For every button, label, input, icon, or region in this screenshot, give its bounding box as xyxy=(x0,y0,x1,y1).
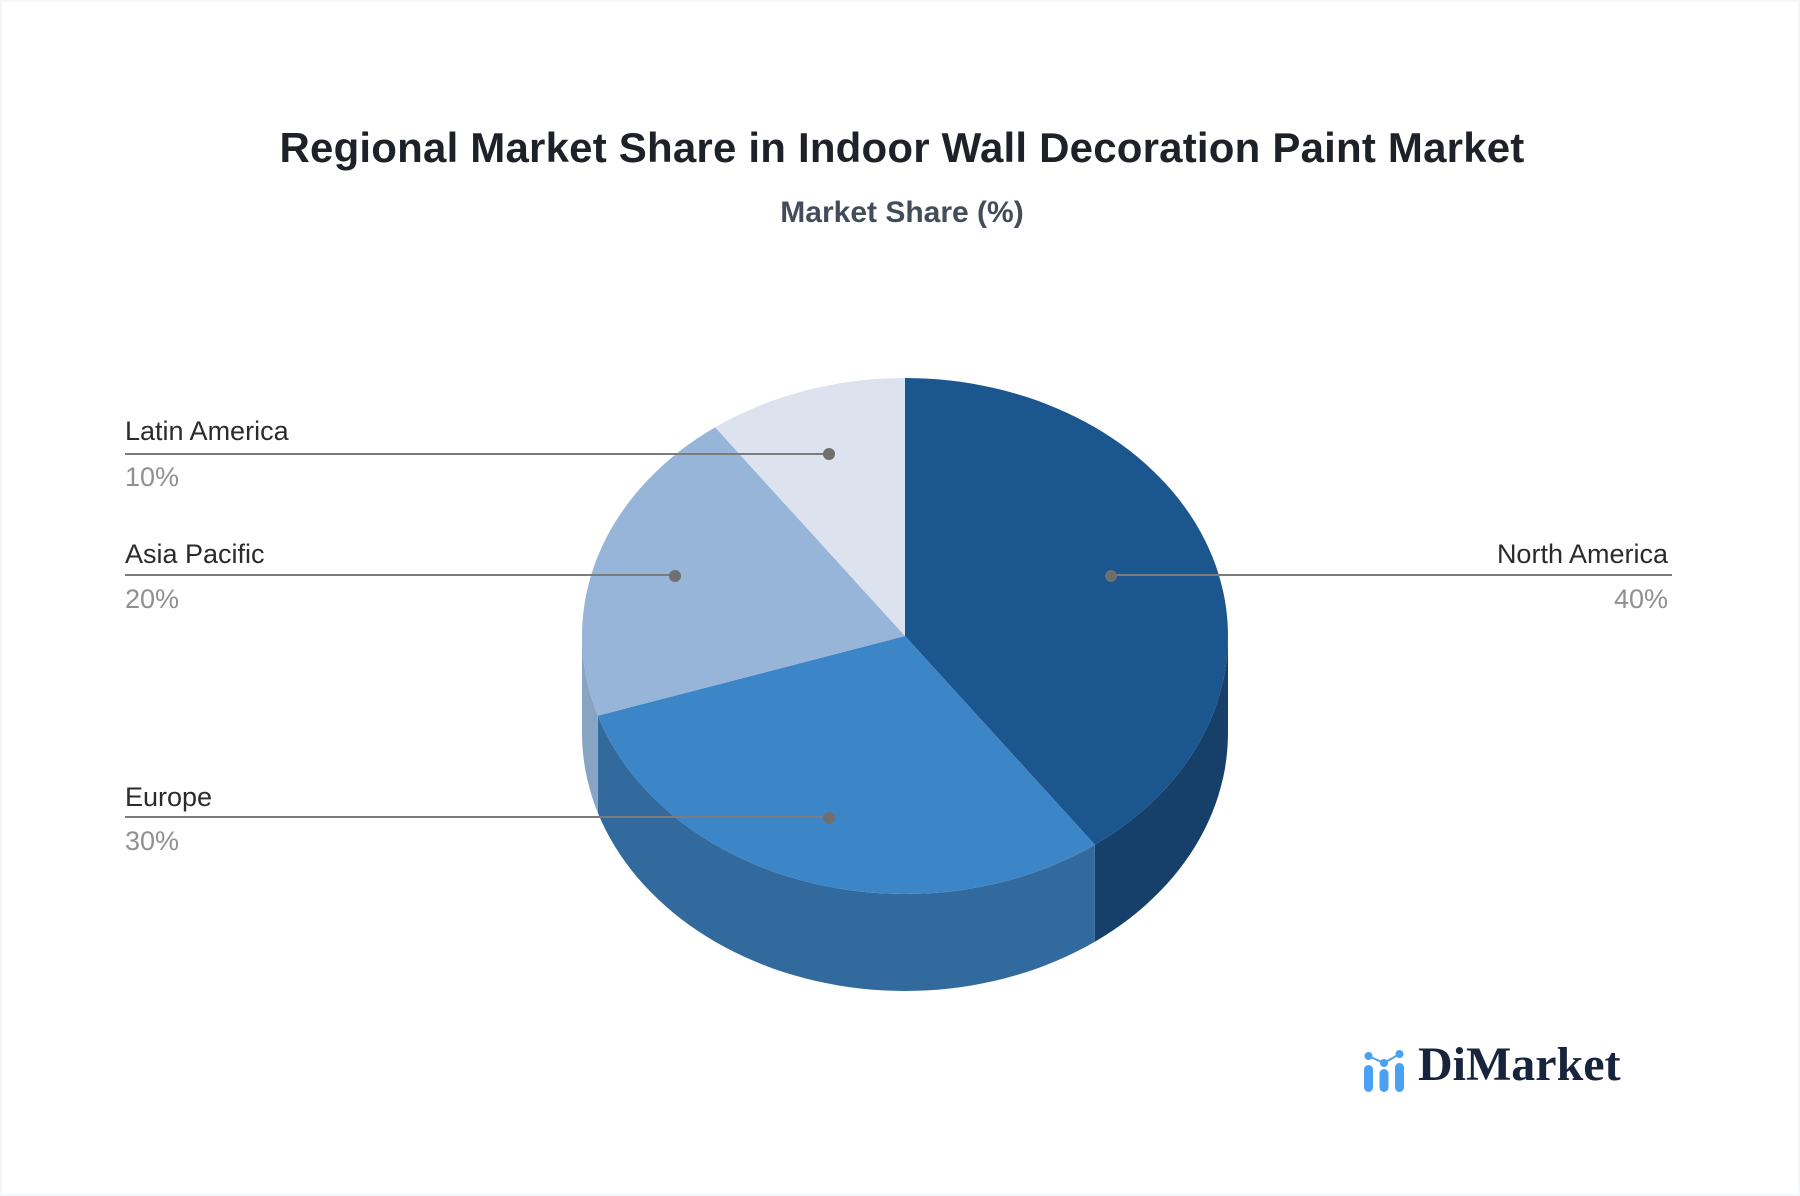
callout-dot-latin-america xyxy=(823,448,835,460)
brand-logo: DiMarket xyxy=(1360,1038,1621,1096)
callout-dot-asia-pacific xyxy=(669,570,681,582)
callout-label-asia-pacific: Asia Pacific xyxy=(125,539,265,569)
callout-line-asia-pacific xyxy=(125,574,675,576)
pie-slice-asia-pacific xyxy=(582,427,905,716)
callout-label-latin-america: Latin America xyxy=(125,416,289,446)
callout-value-europe: 30% xyxy=(125,826,180,856)
callout-dot-north-america xyxy=(1105,570,1117,582)
chart-subtitle: Market Share (%) xyxy=(780,196,1024,229)
callout-line-latin-america xyxy=(125,453,829,455)
brand-name: DiMarket xyxy=(1418,1038,1621,1091)
callout-line-europe xyxy=(125,816,829,818)
pie-slice-latin-america xyxy=(715,378,905,636)
pie-side-north-america xyxy=(1094,636,1228,942)
pie-slice-north-america xyxy=(905,378,1228,845)
callout-value-north-america: 40% xyxy=(1613,584,1668,614)
callout-value-latin-america: 10% xyxy=(125,462,180,492)
callout-label-north-america: North America xyxy=(1496,539,1668,569)
callout-label-europe: Europe xyxy=(125,782,213,812)
callout-dot-europe xyxy=(823,812,835,824)
pie-side-asia-pacific xyxy=(582,636,598,813)
callout-value-asia-pacific: 20% xyxy=(125,584,180,614)
pie-slice-europe xyxy=(597,636,1095,894)
callout-line-north-america xyxy=(1111,574,1672,576)
bar-chart-trend-icon xyxy=(1364,1050,1404,1092)
pie-side-europe xyxy=(597,715,1095,991)
chart-title: Regional Market Share in Indoor Wall Dec… xyxy=(279,124,1525,171)
